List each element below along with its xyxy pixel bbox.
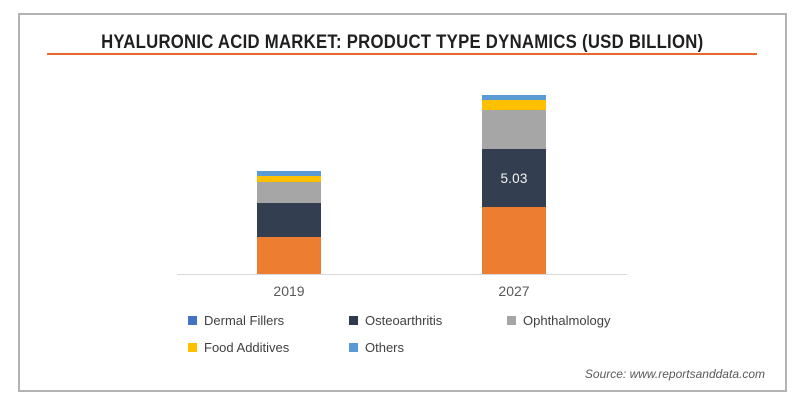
legend-label-others: Others [365, 339, 405, 355]
legend-item-food-additives: Food Additives [188, 339, 349, 355]
bar-segment-osteoarthritis-2019 [257, 203, 321, 237]
x-tick-2019: 2019 [273, 283, 305, 299]
bar-segment-food-additives-2027 [482, 99, 546, 110]
bar-segment-osteoarthritis-2027: 5.03 [482, 149, 546, 207]
legend-swatch-dermal-fillers [188, 315, 197, 325]
chart-title: HYALURONIC ACID MARKET: PRODUCT TYPE DYN… [20, 32, 785, 54]
bar-segment-others-2019 [257, 171, 321, 176]
bar-segment-food-additives-2019 [257, 176, 321, 182]
legend-swatch-others [349, 342, 358, 352]
bar-segment-ophthalmology-2027 [482, 110, 546, 149]
bar-segment-dermal-fillers-2019 [257, 237, 321, 274]
legend-label-osteoarthritis: Osteoarthritis [365, 312, 443, 328]
legend-swatch-ophthalmology [507, 315, 516, 325]
source-attribution: Source: www.reportsanddata.com [584, 367, 765, 381]
stacked-bar-2019 [257, 171, 321, 274]
legend-item-ophthalmology: Ophthalmology [507, 312, 611, 328]
legend-swatch-food-additives [188, 342, 197, 352]
legend-label-ophthalmology: Ophthalmology [523, 312, 611, 328]
legend-label-food-additives: Food Additives [204, 339, 290, 355]
legend-label-dermal-fillers: Dermal Fillers [204, 312, 285, 328]
title-underline-rule [47, 53, 757, 55]
legend: Dermal Fillers Osteoarthritis Ophthalmolog… [188, 312, 611, 355]
legend-swatch-osteoarthritis [349, 315, 358, 325]
data-label-osteoarthritis-2027: 5.03 [500, 170, 528, 186]
bar-segment-others-2027 [482, 94, 546, 100]
legend-item-dermal-fillers: Dermal Fillers [188, 312, 349, 328]
legend-item-others: Others [349, 339, 507, 355]
stacked-bar-2027: 5.03 [482, 94, 546, 274]
chart-title-text: HYALURONIC ACID MARKET: PRODUCT TYPE DYN… [101, 32, 704, 53]
bar-segment-ophthalmology-2019 [257, 182, 321, 203]
bar-segment-dermal-fillers-2027 [482, 207, 546, 274]
plot-area: 2019 5.03 2027 [177, 87, 627, 299]
chart-frame: HYALURONIC ACID MARKET: PRODUCT TYPE DYN… [18, 13, 787, 392]
legend-item-osteoarthritis: Osteoarthritis [349, 312, 507, 328]
x-tick-2027: 2027 [498, 283, 530, 299]
